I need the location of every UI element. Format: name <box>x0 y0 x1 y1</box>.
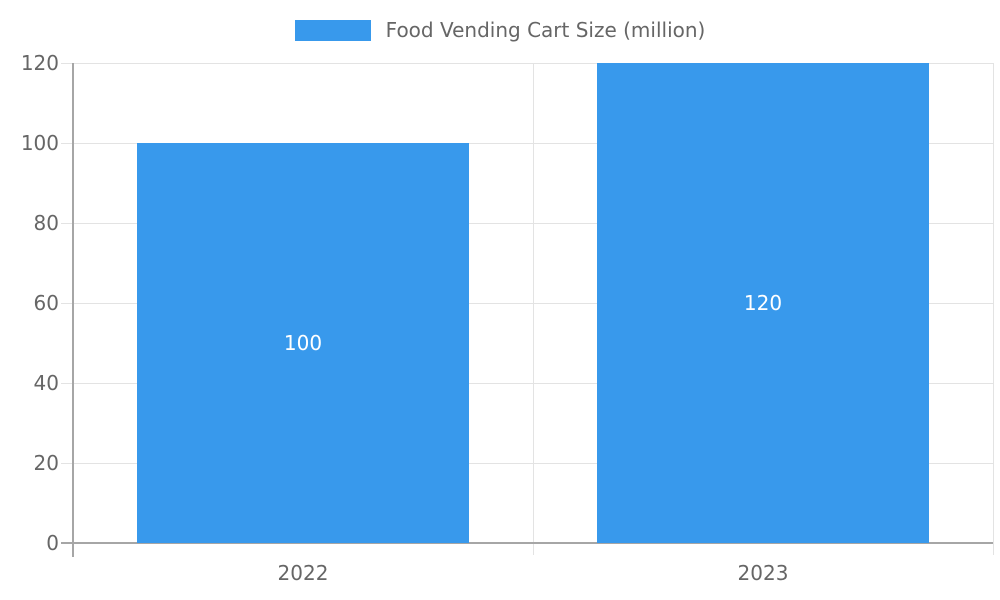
y-axis-tick-40 <box>61 382 73 384</box>
x-axis-label-2022: 2022 <box>277 561 329 585</box>
y-axis-label-20: 20 <box>33 451 59 475</box>
y-axis-label-60: 60 <box>33 291 59 315</box>
y-axis-label-120: 120 <box>20 51 59 75</box>
bar-2022[interactable] <box>137 143 469 543</box>
bar-2023[interactable] <box>597 63 929 543</box>
legend-label[interactable]: Food Vending Cart Size (million) <box>385 18 706 42</box>
y-axis-label-40: 40 <box>33 371 59 395</box>
gridline-x-boundary-2 <box>992 63 994 555</box>
y-axis-tick-100 <box>61 142 73 144</box>
legend: Food Vending Cart Size (million) <box>0 18 1000 42</box>
x-axis-label-2023: 2023 <box>737 561 789 585</box>
y-axis-line <box>72 63 74 557</box>
y-axis-tick-80 <box>61 222 73 224</box>
y-axis-tick-60 <box>61 302 73 304</box>
y-axis-label-0: 0 <box>46 531 59 555</box>
y-axis-label-100: 100 <box>20 131 59 155</box>
plot-area: 0 20 40 60 80 100 120 100 2022 120 2023 <box>21 51 994 585</box>
y-axis-tick-120 <box>61 62 73 64</box>
legend-swatch[interactable] <box>294 19 371 41</box>
y-axis-label-80: 80 <box>33 211 59 235</box>
gridline-x-boundary-1 <box>532 63 534 555</box>
y-axis-tick-20 <box>61 462 73 464</box>
x-axis-line <box>61 542 993 544</box>
